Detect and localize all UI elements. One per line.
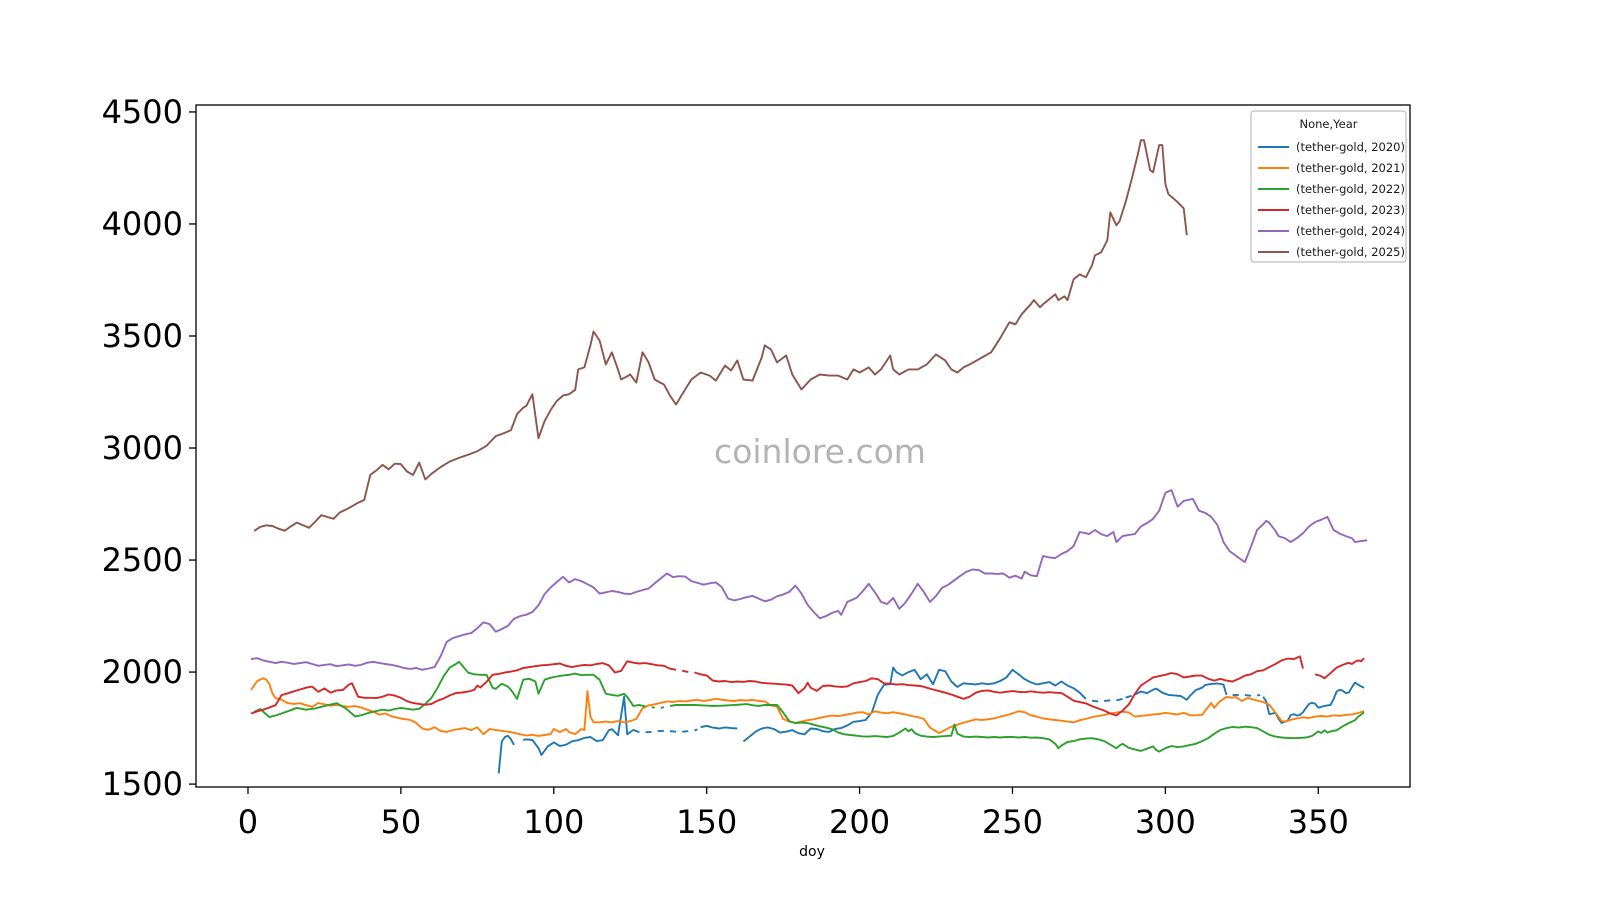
series-line-2023 (250, 660, 677, 715)
series-2022 (253, 660, 1365, 753)
series-line-2020 (1262, 681, 1365, 724)
x-tick-label: 350 (1288, 803, 1349, 841)
series-2021 (250, 677, 1365, 737)
series-line-2020 (700, 724, 738, 730)
series-line-2020 (497, 734, 515, 774)
legend-label-2024: (tether-gold, 2024) (1296, 224, 1405, 238)
series-line-2020 (1134, 682, 1228, 701)
series-2020 (497, 666, 1365, 774)
x-tick-label: 250 (982, 803, 1043, 841)
series-line-2020 (1125, 694, 1132, 699)
x-tick-label: 50 (381, 803, 422, 841)
legend-box (1250, 110, 1407, 263)
y-tick-label: 2000 (102, 653, 183, 691)
series-2024 (250, 489, 1368, 671)
axes-layer: 1500 2000 2500 3000 3500 4000 4500 0 50 100 150 200… (102, 93, 1411, 841)
series-line-2020 (522, 695, 640, 756)
x-tick-label: 0 (238, 803, 258, 841)
legend-item: (tether-gold, 2024) (1258, 224, 1405, 238)
series-line-2023 (681, 669, 689, 674)
series-line-2022 (669, 703, 1365, 753)
series-line-2024 (250, 489, 1368, 671)
legend-label-2020: (tether-gold, 2020) (1296, 140, 1405, 154)
series-line-2023 (1314, 657, 1365, 680)
series-line-2022 (253, 660, 646, 719)
legend-label-2022: (tether-gold, 2022) (1296, 182, 1405, 196)
y-tick-label: 4500 (102, 93, 183, 131)
legend: None,Year (tether-gold, 2020) (tether-gold… (1250, 110, 1407, 263)
legend-item: (tether-gold, 2022) (1258, 182, 1405, 196)
series-line-2022 (651, 706, 655, 709)
series-layer (250, 139, 1368, 774)
x-axis-label: doy (799, 844, 825, 860)
series-line-2020 (742, 666, 1087, 743)
series-line-2020 (682, 730, 689, 733)
series-line-2021 (250, 677, 1365, 737)
series-line-2020 (1244, 694, 1252, 697)
series-2025 (253, 139, 1188, 532)
legend-item: (tether-gold, 2021) (1258, 161, 1405, 175)
series-line-2022 (660, 706, 665, 709)
series-line-2020 (1091, 699, 1099, 703)
x-tick-label: 300 (1135, 803, 1196, 841)
watermark-text: coinlore.com (714, 432, 926, 471)
series-line-2025 (253, 139, 1188, 532)
legend-label-2023: (tether-gold, 2023) (1296, 203, 1405, 217)
x-tick-label: 200 (829, 803, 890, 841)
series-line-2020 (1116, 697, 1123, 702)
series-line-2023 (694, 655, 1304, 717)
series-2023 (250, 655, 1365, 717)
legend-item: (tether-gold, 2020) (1258, 140, 1405, 154)
y-tick-label: 3000 (102, 429, 183, 467)
y-tick-label: 4000 (102, 205, 183, 243)
plot-border (195, 104, 1411, 788)
legend-label-2021: (tether-gold, 2021) (1296, 161, 1405, 175)
legend-label-2025: (tether-gold, 2025) (1296, 245, 1405, 259)
legend-item: (tether-gold, 2025) (1258, 245, 1405, 259)
y-tick-label: 2500 (102, 541, 183, 579)
series-line-2020 (1104, 699, 1111, 702)
series-line-2020 (669, 730, 677, 733)
series-line-2020 (694, 728, 698, 732)
y-tick-label: 3500 (102, 317, 183, 355)
y-tick-label: 1500 (102, 765, 183, 803)
legend-title: None,Year (1299, 117, 1357, 131)
legend-item: (tether-gold, 2023) (1258, 203, 1405, 217)
x-tick-label: 150 (676, 803, 737, 841)
x-tick-label: 100 (523, 803, 584, 841)
